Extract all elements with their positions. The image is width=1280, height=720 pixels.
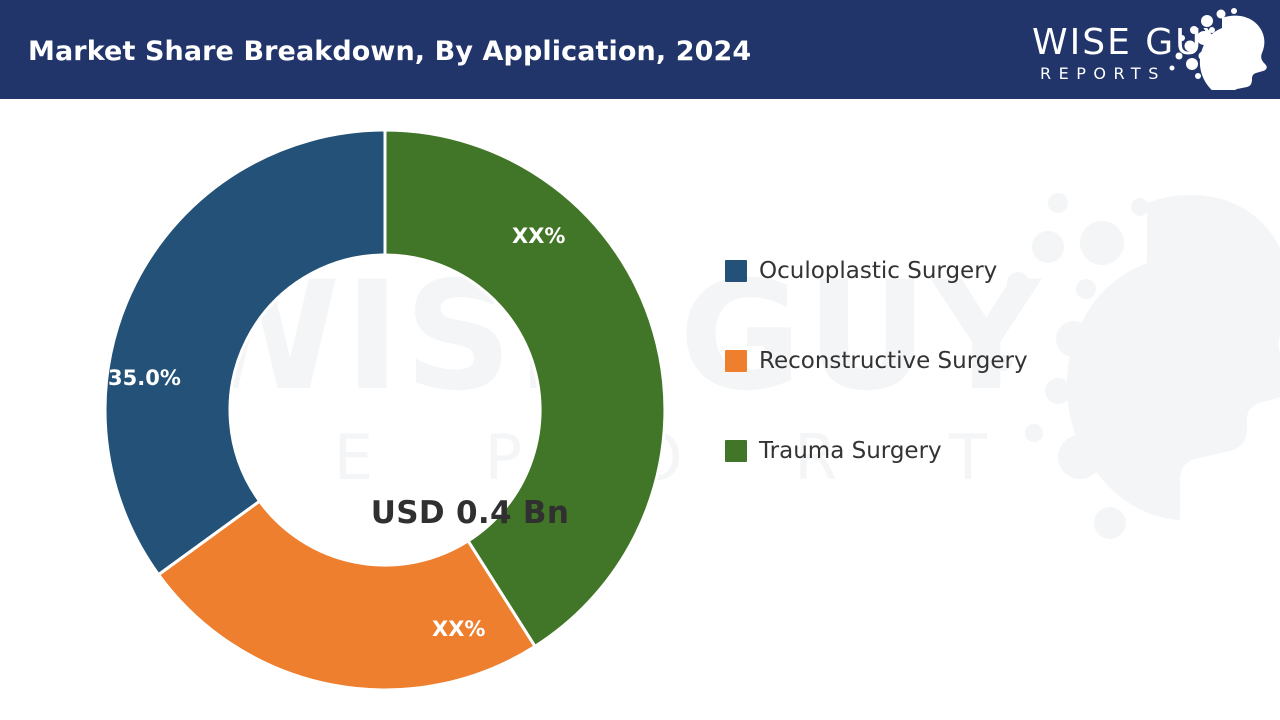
svg-text:WISE GUY: WISE GUY	[1032, 22, 1228, 63]
pie-slice-trauma-surgery[interactable]	[383, 128, 667, 649]
legend-item-reconstructive-surgery[interactable]: Reconstructive Surgery	[725, 348, 1145, 374]
legend-item-oculoplastic-surgery[interactable]: Oculoplastic Surgery	[725, 258, 1145, 284]
chart-legend: Oculoplastic Surgery Reconstructive Surg…	[725, 258, 1145, 528]
donut-center-label: USD 0.4 Bn	[370, 495, 570, 531]
pie-slice-oculoplastic-surgery[interactable]	[103, 128, 387, 577]
legend-item-label: Trauma Surgery	[759, 438, 942, 464]
legend-swatch-icon	[725, 440, 747, 462]
page-title: Market Share Breakdown, By Application, …	[28, 36, 752, 67]
slice-label-oculoplastic-surgery: 35.0%	[108, 366, 181, 390]
wise-guy-reports-logo: WISE GUY REPORTS	[1026, 8, 1272, 90]
pie-slice-reconstructive-surgery[interactable]	[156, 499, 538, 692]
slice-label-reconstructive-surgery: XX%	[432, 617, 486, 641]
donut-chart: USD 0.4 Bn	[85, 110, 685, 710]
slice-label-trauma-surgery: XX%	[512, 224, 566, 248]
legend-swatch-icon	[725, 350, 747, 372]
legend-item-trauma-surgery[interactable]: Trauma Surgery	[725, 438, 1145, 464]
legend-item-label: Reconstructive Surgery	[759, 348, 1028, 374]
header-bar: Market Share Breakdown, By Application, …	[0, 0, 1280, 99]
legend-item-label: Oculoplastic Surgery	[759, 258, 998, 284]
legend-swatch-icon	[725, 260, 747, 282]
svg-text:REPORTS: REPORTS	[1040, 64, 1166, 83]
